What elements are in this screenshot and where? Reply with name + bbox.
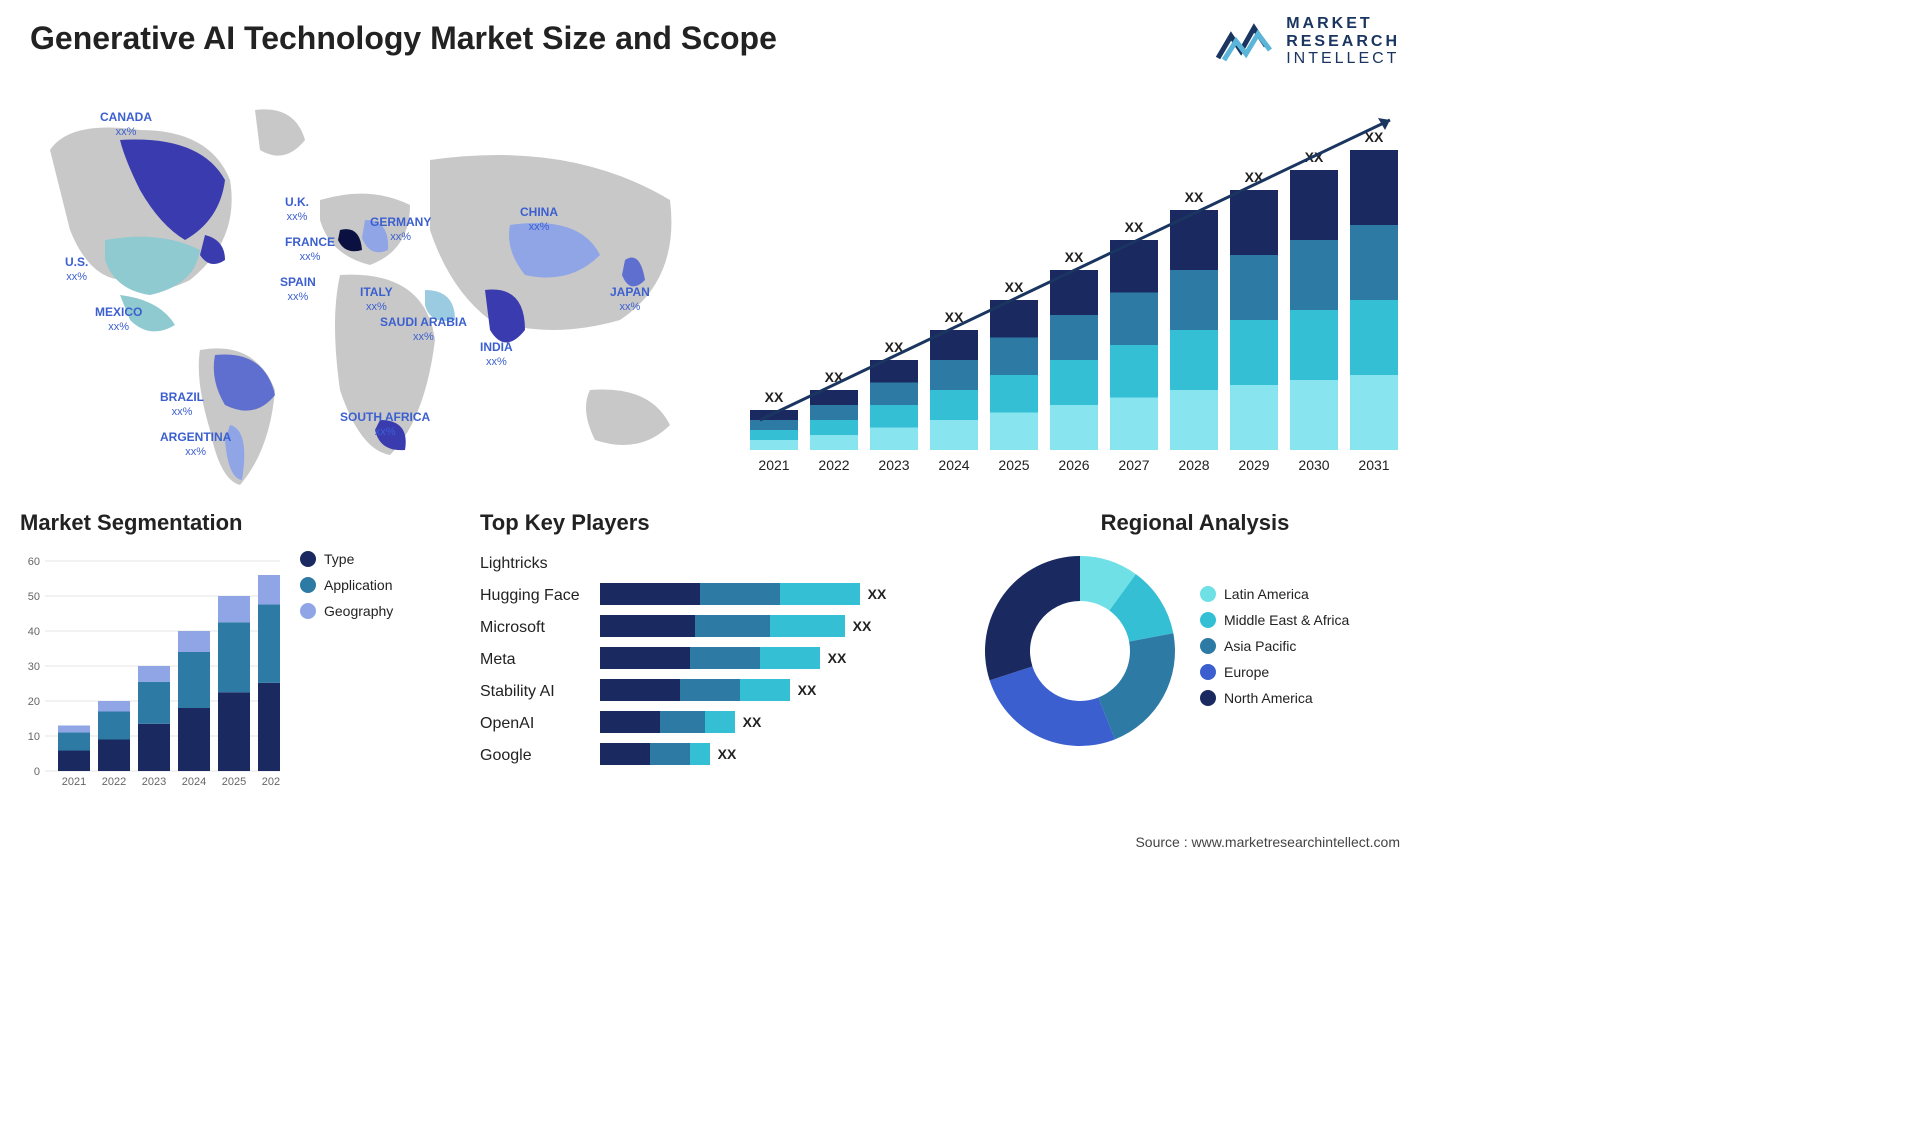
svg-text:20: 20 (28, 696, 40, 708)
player-bar-row: XX (600, 709, 887, 735)
svg-text:2022: 2022 (818, 457, 849, 473)
svg-text:2030: 2030 (1298, 457, 1329, 473)
player-names: Lightricks Hugging Face Microsoft Meta Stabi… (480, 551, 580, 769)
players-title: Top Key Players (480, 510, 980, 536)
map-label: GERMANYxx% (370, 215, 431, 245)
logo-icon (1216, 16, 1276, 66)
map-label: ITALYxx% (360, 285, 393, 315)
svg-text:2026: 2026 (262, 776, 280, 788)
legend-item: Latin America (1200, 586, 1349, 602)
map-label: SOUTH AFRICAxx% (340, 410, 430, 440)
svg-text:XX: XX (1005, 279, 1024, 295)
map-label: BRAZILxx% (160, 390, 204, 420)
map-label: U.K.xx% (285, 195, 309, 225)
regional-title: Regional Analysis (980, 510, 1410, 536)
svg-text:2029: 2029 (1238, 457, 1269, 473)
map-label: CHINAxx% (520, 205, 558, 235)
svg-text:60: 60 (28, 556, 40, 568)
svg-text:XX: XX (1185, 189, 1204, 205)
map-label: ARGENTINAxx% (160, 430, 231, 460)
legend-item: North America (1200, 690, 1349, 706)
map-label: JAPANxx% (610, 285, 650, 315)
svg-text:30: 30 (28, 661, 40, 673)
map-label: SAUDI ARABIAxx% (380, 315, 467, 345)
svg-text:2027: 2027 (1118, 457, 1149, 473)
player-name: Lightricks (480, 551, 580, 577)
svg-text:0: 0 (34, 766, 40, 778)
player-bars: XX XX XX XX XX XX (600, 581, 887, 769)
svg-text:2023: 2023 (142, 776, 166, 788)
map-label: SPAINxx% (280, 275, 316, 305)
map-label: CANADAxx% (100, 110, 152, 140)
segmentation-chart: 0 10 20 30 40 50 60 2021 2022 2023 2024 2025 2026 (20, 551, 280, 811)
donut-chart (980, 551, 1180, 751)
legend-item: Geography (300, 603, 393, 619)
growth-bar-chart: XX2021XX2022XX2023XX2024XX2025XX2026XX20… (740, 100, 1410, 480)
player-name: Meta (480, 647, 580, 673)
svg-text:XX: XX (1065, 249, 1084, 265)
map-label: MEXICOxx% (95, 305, 142, 335)
player-name: Hugging Face (480, 583, 580, 609)
svg-text:2021: 2021 (62, 776, 86, 788)
map-label: FRANCExx% (285, 235, 335, 265)
player-name: Microsoft (480, 615, 580, 641)
player-name: Google (480, 743, 580, 769)
players-section: Top Key Players Lightricks Hugging Face Mi… (480, 510, 980, 769)
segmentation-section: Market Segmentation 0 10 20 30 40 50 60 2021 202… (20, 510, 460, 811)
player-bar-row: XX (600, 581, 887, 607)
svg-text:2026: 2026 (1058, 457, 1089, 473)
player-bar-row: XX (600, 677, 887, 703)
svg-text:2021: 2021 (758, 457, 789, 473)
svg-text:2031: 2031 (1358, 457, 1389, 473)
svg-text:2023: 2023 (878, 457, 909, 473)
player-bar-row: XX (600, 741, 887, 767)
logo-text: MARKET RESEARCH INTELLECT (1286, 15, 1400, 68)
source-text: Source : www.marketresearchintellect.com (1135, 834, 1400, 850)
legend-item: Middle East & Africa (1200, 612, 1349, 628)
brand-logo: MARKET RESEARCH INTELLECT (1216, 15, 1400, 68)
svg-text:2025: 2025 (998, 457, 1029, 473)
svg-text:XX: XX (765, 389, 784, 405)
svg-text:2028: 2028 (1178, 457, 1209, 473)
segmentation-legend: Type Application Geography (300, 551, 393, 811)
regional-section: Regional Analysis Latin America Middle Ea… (980, 510, 1410, 751)
svg-text:2025: 2025 (222, 776, 246, 788)
map-label: INDIAxx% (480, 340, 513, 370)
svg-text:40: 40 (28, 626, 40, 638)
svg-text:2022: 2022 (102, 776, 126, 788)
svg-text:10: 10 (28, 731, 40, 743)
svg-text:2024: 2024 (182, 776, 206, 788)
player-bar-row: XX (600, 613, 887, 639)
player-name: Stability AI (480, 679, 580, 705)
page-title: Generative AI Technology Market Size and… (30, 20, 777, 57)
world-map: CANADAxx% U.S.xx% MEXICOxx% BRAZILxx% ARGENT… (30, 90, 710, 490)
segmentation-title: Market Segmentation (20, 510, 460, 536)
legend-item: Asia Pacific (1200, 638, 1349, 654)
map-label: U.S.xx% (65, 255, 88, 285)
legend-item: Europe (1200, 664, 1349, 680)
legend-item: Application (300, 577, 393, 593)
svg-text:50: 50 (28, 591, 40, 603)
regional-legend: Latin America Middle East & Africa Asia Pa… (1200, 586, 1349, 716)
svg-text:2024: 2024 (938, 457, 969, 473)
player-bar-row: XX (600, 645, 887, 671)
player-name: OpenAI (480, 711, 580, 737)
legend-item: Type (300, 551, 393, 567)
svg-text:XX: XX (1125, 219, 1144, 235)
